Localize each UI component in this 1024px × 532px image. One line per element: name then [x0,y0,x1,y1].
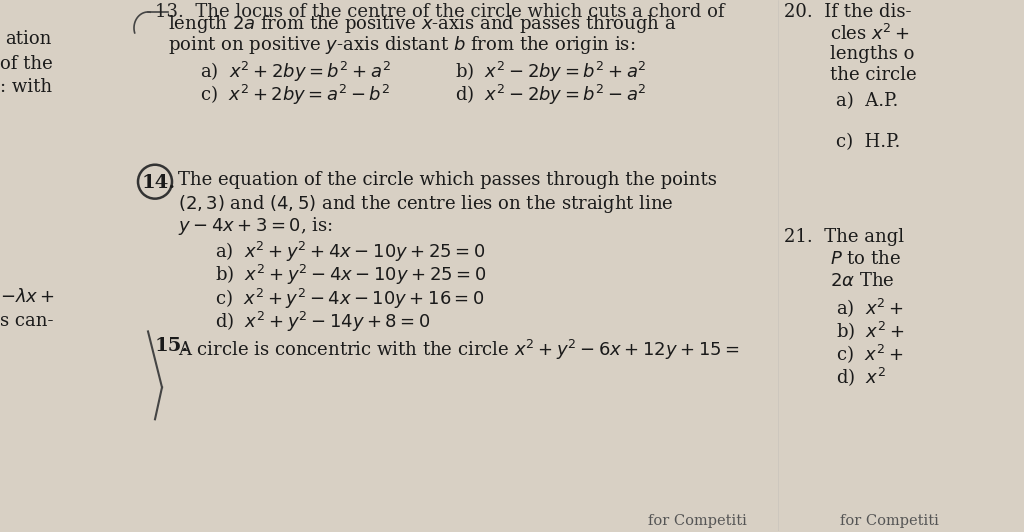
Text: 20.  If the dis-: 20. If the dis- [784,3,911,21]
Text: the circle: the circle [830,66,916,84]
Text: 21.  The angl: 21. The angl [784,228,904,246]
Text: a)  $x^2+$: a) $x^2+$ [836,296,904,319]
Text: : with: : with [0,78,52,96]
Text: a)  $x^2+y^2+4x-10y+25=0$: a) $x^2+y^2+4x-10y+25=0$ [215,239,485,264]
Text: b)  $x^2+$: b) $x^2+$ [836,319,904,343]
Text: of the: of the [0,55,53,73]
Text: 14.: 14. [142,174,176,192]
Text: d)  $x^2-2by=b^2-a^2$: d) $x^2-2by=b^2-a^2$ [455,83,647,107]
Text: 13.  The locus of the centre of the circle which cuts a chord of: 13. The locus of the centre of the circl… [155,3,725,21]
Text: lengths o: lengths o [830,45,914,63]
Text: The equation of the circle which passes through the points: The equation of the circle which passes … [178,171,717,189]
Text: $(2,3)$ and $(4,5)$ and the centre lies on the straight line: $(2,3)$ and $(4,5)$ and the centre lies … [178,193,674,215]
Text: $y-4x+3=0$, is:: $y-4x+3=0$, is: [178,214,333,237]
Text: ation: ation [5,30,51,48]
Text: point on positive $y$-axis distant $b$ from the origin is:: point on positive $y$-axis distant $b$ f… [168,34,635,56]
Text: A circle is concentric with the circle $x^2+y^2-6x+12y+15=$: A circle is concentric with the circle $… [178,337,739,362]
Text: b)  $x^2+y^2-4x-10y+25=0$: b) $x^2+y^2-4x-10y+25=0$ [215,263,486,287]
Text: a)  $x^2+2by=b^2+a^2$: a) $x^2+2by=b^2+a^2$ [200,60,391,84]
Text: $-\lambda x+$: $-\lambda x+$ [0,287,55,305]
Text: length $2a$ from the positive $x$-axis and passes through a: length $2a$ from the positive $x$-axis a… [168,13,677,35]
Text: d)  $x^2$: d) $x^2$ [836,365,886,388]
Text: cles $x^2+$: cles $x^2+$ [830,24,910,44]
Text: c)  H.P.: c) H.P. [836,133,900,151]
Text: c)  $x^2+$: c) $x^2+$ [836,343,903,365]
Text: 15.: 15. [155,337,189,355]
Text: for Competiti: for Competiti [648,514,746,528]
Text: for Competiti: for Competiti [840,514,939,528]
Text: $2\alpha$ The: $2\alpha$ The [830,271,894,289]
Text: b)  $x^2-2by=b^2+a^2$: b) $x^2-2by=b^2+a^2$ [455,60,647,84]
Text: a)  A.P.: a) A.P. [836,92,898,110]
Text: c)  $x^2+y^2-4x-10y+16=0$: c) $x^2+y^2-4x-10y+16=0$ [215,287,484,311]
Text: $P$ to the: $P$ to the [830,250,901,268]
Text: d)  $x^2+y^2-14y+8=0$: d) $x^2+y^2-14y+8=0$ [215,310,430,334]
Text: c)  $x^2+2by=a^2-b^2$: c) $x^2+2by=a^2-b^2$ [200,83,390,107]
Text: s can-: s can- [0,312,53,330]
